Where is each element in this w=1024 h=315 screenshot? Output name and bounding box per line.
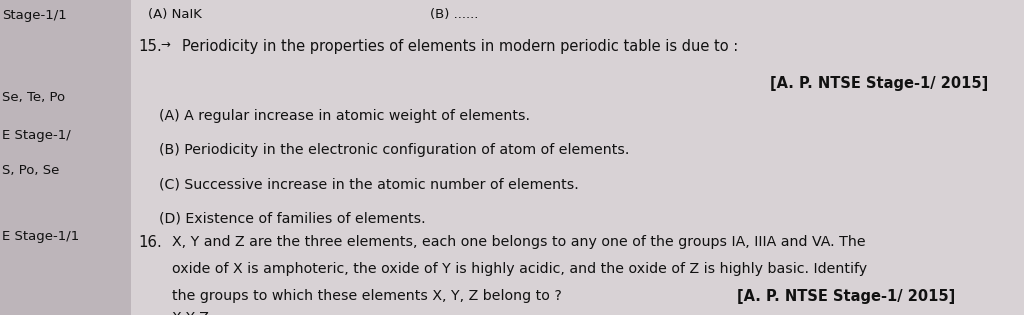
Text: 15.: 15. (138, 39, 162, 54)
Text: [A. P. NTSE Stage-1/ 2015]: [A. P. NTSE Stage-1/ 2015] (770, 76, 988, 91)
Text: X, Y and Z are the three elements, each one belongs to any one of the groups IA,: X, Y and Z are the three elements, each … (172, 235, 865, 249)
Bar (0, 0, 131, 315)
Bar (131, 0, 1024, 315)
Text: X Y Z: X Y Z (172, 311, 209, 315)
Text: E Stage-1/1: E Stage-1/1 (2, 230, 79, 243)
Text: [A. P. NTSE Stage-1/ 2015]: [A. P. NTSE Stage-1/ 2015] (737, 289, 955, 304)
Text: (C) Successive increase in the atomic number of elements.: (C) Successive increase in the atomic nu… (159, 178, 579, 192)
Text: oxide of X is amphoteric, the oxide of Y is highly acidic, and the oxide of Z is: oxide of X is amphoteric, the oxide of Y… (172, 262, 867, 276)
Text: E Stage-1/: E Stage-1/ (2, 129, 71, 142)
Text: (D) Existence of families of elements.: (D) Existence of families of elements. (159, 211, 425, 225)
Text: 16.: 16. (138, 235, 162, 250)
Text: (A) A regular increase in atomic weight of elements.: (A) A regular increase in atomic weight … (159, 109, 529, 123)
Text: (A) NaIK: (A) NaIK (148, 8, 203, 21)
Text: Stage-1/1: Stage-1/1 (2, 9, 67, 22)
Text: Periodicity in the properties of elements in modern periodic table is due to :: Periodicity in the properties of element… (182, 39, 738, 54)
Text: (B) ......: (B) ...... (430, 8, 478, 21)
Text: Se, Te, Po: Se, Te, Po (2, 91, 66, 104)
Text: (B) Periodicity in the electronic configuration of atom of elements.: (B) Periodicity in the electronic config… (159, 143, 629, 157)
Text: the groups to which these elements X, Y, Z belong to ?: the groups to which these elements X, Y,… (172, 289, 562, 303)
Text: S, Po, Se: S, Po, Se (2, 164, 59, 177)
Text: →: → (161, 38, 171, 51)
